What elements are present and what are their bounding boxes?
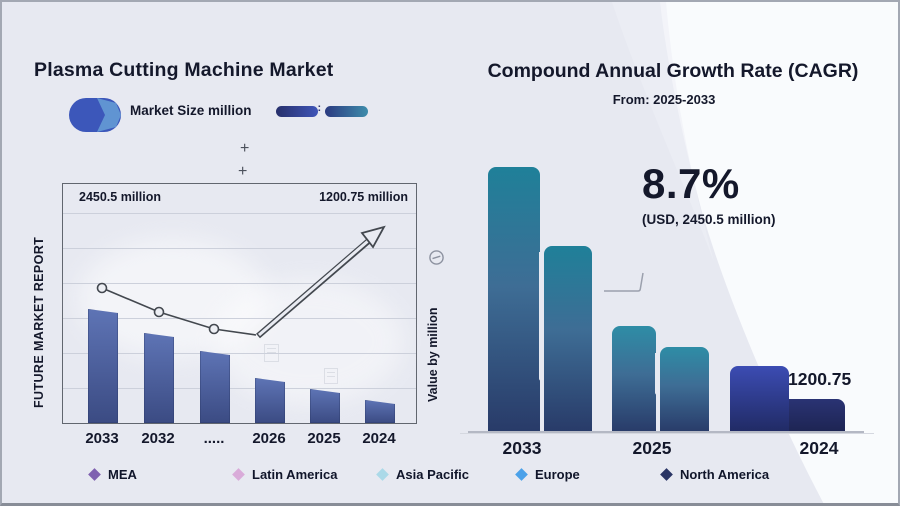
cagr-bar-2024-2 (789, 399, 845, 433)
cagr-bar-2025-2 (660, 347, 709, 433)
cagr-basis: (USD, 2450.5 million) (642, 212, 776, 227)
legend-label: Latin America (252, 467, 338, 482)
legend-label: Europe (535, 467, 580, 482)
market-size-legend-label: Market Size million (130, 103, 252, 118)
cagr-axis-label-2033: 2033 (502, 438, 542, 458)
market-size-bar-2033 (88, 309, 118, 423)
cagr-bar-value-annotation: 1200.75 (788, 369, 852, 389)
market-size-bar-..... (200, 351, 230, 423)
gridline (63, 248, 416, 249)
gridline (63, 283, 416, 284)
legend-diamond-icon (515, 468, 528, 481)
cagr-title: Compound Annual Growth Rate (CAGR) (487, 60, 859, 82)
legend-item-mea: MEA (88, 467, 137, 482)
ratio-pill-right (325, 106, 368, 117)
gridline (63, 388, 416, 389)
plot-background-blob (213, 279, 403, 404)
legend-diamond-icon (376, 468, 389, 481)
left-chart-min-value-label: 1200.75 million (319, 190, 408, 204)
market-size-bar-2026 (255, 378, 285, 423)
cagr-bar-2025-1 (612, 326, 656, 433)
cagr-axis-label-2025: 2025 (632, 438, 672, 458)
left-axis-label-2025: 2025 (307, 430, 341, 447)
legend-item-latin-america: Latin America (232, 467, 338, 482)
left-axis-label-2032: 2032 (141, 430, 175, 447)
cagr-subtitle: From: 2025-2033 (612, 92, 716, 107)
cagr-bar-2033-2 (544, 246, 592, 433)
document-watermark-icon (324, 368, 338, 384)
legend-label: North America (680, 467, 770, 482)
gridline (63, 353, 416, 354)
legend-item-asia-pacific: Asia Pacific (376, 467, 469, 482)
market-size-bar-2032 (144, 333, 174, 423)
plus-decoration-2: + (238, 163, 248, 180)
left-chart-max-value-label: 2450.5 million (79, 190, 161, 204)
left-chart-plot-area: 2450.5 million 1200.75 million (62, 183, 417, 424)
cagr-bar-slit (654, 353, 660, 395)
legend-label: MEA (108, 467, 137, 482)
corner-bracket-sketch (604, 272, 644, 292)
market-size-cylinder-icon (69, 98, 121, 132)
legend-item-north-america: North America (660, 467, 770, 482)
cagr-bar-2033-1 (488, 167, 540, 433)
cagr-bar-slit (538, 252, 544, 381)
legend-item-europe: Europe (515, 467, 580, 482)
cagr-axis-label-2024: 2024 (799, 438, 839, 458)
cagr-baseline-shadow (460, 433, 874, 434)
trend-line-and-arrow (96, 225, 386, 339)
left-axis-label-2033: 2033 (85, 430, 119, 447)
gridline (63, 213, 416, 214)
cagr-percentage: 8.7% (642, 160, 740, 207)
legend-diamond-icon (232, 468, 245, 481)
ratio-pill-left (276, 106, 318, 117)
minus-circle-icon (429, 250, 444, 265)
cagr-baseline (468, 431, 864, 433)
left-axis-label-.....: ..... (203, 430, 225, 447)
legend-label: Asia Pacific (396, 467, 469, 482)
legend-diamond-icon (88, 468, 101, 481)
gridline (63, 318, 416, 319)
market-size-bar-2024 (365, 400, 395, 423)
left-axis-label-2026: 2026 (252, 430, 286, 447)
page-title: Plasma Cutting Machine Market (34, 59, 334, 81)
plus-decoration-1: + (240, 140, 250, 157)
market-size-bar-2025 (310, 389, 340, 423)
cagr-bar-2024-1 (730, 366, 789, 433)
ratio-separator: : (317, 102, 322, 114)
legend-diamond-icon (660, 468, 673, 481)
left-axis-label-2024: 2024 (362, 430, 396, 447)
